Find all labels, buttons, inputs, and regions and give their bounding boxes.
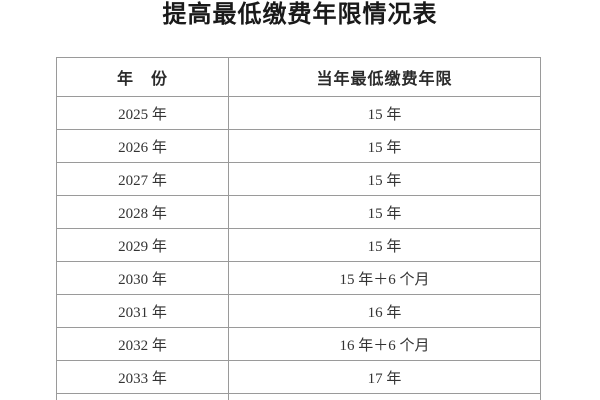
- table-row: 2025 年 15 年: [56, 96, 541, 130]
- page-title: 提高最低缴费年限情况表: [162, 2, 438, 28]
- year-cell: 2025 年: [56, 96, 229, 130]
- table-row: 2032 年 16 年＋6 个月: [56, 327, 541, 361]
- table-row: 2030 年 15 年＋6 个月: [56, 261, 541, 295]
- year-cell: 2026 年: [56, 129, 229, 163]
- min-years-cell: 15 年: [228, 96, 541, 130]
- year-cell: 2034 年: [56, 393, 229, 400]
- min-years-cell: 15 年: [228, 195, 541, 229]
- table-body: 2025 年 15 年 2026 年 15 年 2027 年 15 年 2028 年 15 年…: [56, 96, 541, 400]
- year-cell: 2028 年: [56, 195, 229, 229]
- year-cell: 2027 年: [56, 162, 229, 196]
- table-row: 2028 年 15 年: [56, 195, 541, 229]
- table-row: 2034 年17 年＋6 个月: [56, 393, 541, 400]
- min-years-cell: 16 年: [228, 294, 541, 328]
- table-row: 2029 年 15 年: [56, 228, 541, 262]
- year-cell: 2029 年: [56, 228, 229, 262]
- min-years-cell: 16 年＋6 个月: [228, 327, 541, 361]
- table-header-row: 年 份 当年最低缴费年限: [56, 57, 541, 97]
- year-cell: 2033 年: [56, 360, 229, 394]
- year-column-header: 年 份: [56, 57, 229, 97]
- table-row: 2027 年 15 年: [56, 162, 541, 196]
- min-years-cell: 15 年: [228, 129, 541, 163]
- min-years-column-header: 当年最低缴费年限: [228, 57, 541, 97]
- table-row: 2033 年 17 年: [56, 360, 541, 394]
- min-years-cell: 15 年＋6 个月: [228, 261, 541, 295]
- year-cell: 2030 年: [56, 261, 229, 295]
- min-years-cell: 15 年: [228, 228, 541, 262]
- table-row: 2026 年 15 年: [56, 129, 541, 163]
- min-years-cell: 15 年: [228, 162, 541, 196]
- min-years-cell: 17 年: [228, 360, 541, 394]
- min-years-cell: 17 年＋6 个月: [228, 393, 541, 400]
- year-cell: 2032 年: [56, 327, 229, 361]
- table-row: 2031 年 16 年: [56, 294, 541, 328]
- year-cell: 2031 年: [56, 294, 229, 328]
